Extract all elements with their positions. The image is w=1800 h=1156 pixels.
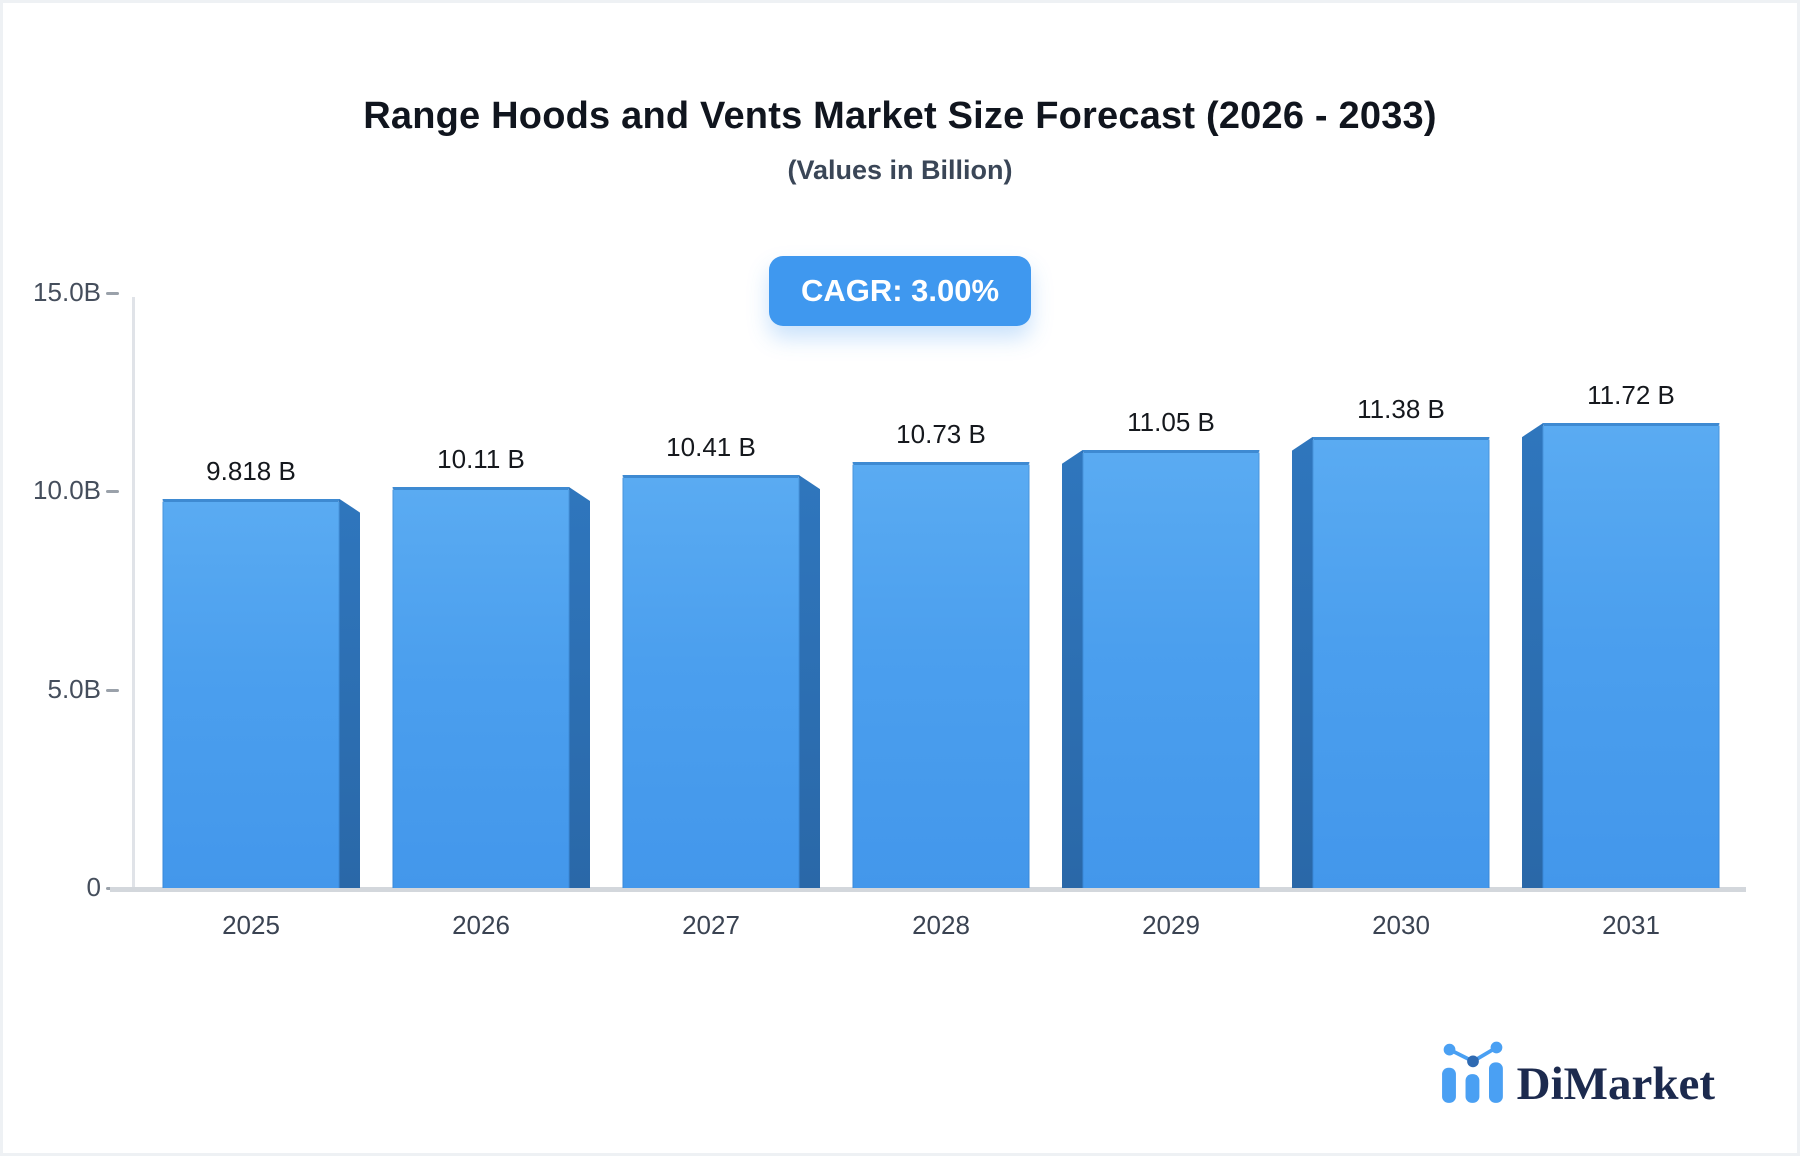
chart-card: Range Hoods and Vents Market Size Foreca… (3, 3, 1797, 1153)
chart-subtitle: (Values in Billion) (787, 155, 1013, 185)
y-axis-tick-label: 15.0B (33, 277, 101, 307)
bar-side-face (1292, 436, 1313, 888)
x-axis-label: 2030 (1372, 910, 1430, 940)
plot-area: 9.818 B 2025 10.11 B 2026 10.41 B 2027 1… (136, 293, 1746, 940)
x-axis-label: 2027 (682, 910, 740, 940)
y-axis-tick-label: 5.0B (47, 673, 102, 704)
x-axis-label: 2026 (452, 910, 510, 940)
bar-front-face (622, 475, 800, 888)
bar-chart-logo-icon (1441, 1041, 1505, 1108)
y-axis: 15.0B 10.0B 5.0B 0 (3, 277, 133, 902)
cagr-badge: CAGR: 3.00% (768, 256, 1032, 326)
bar-slot: 10.73 B 2028 (826, 293, 1056, 940)
x-axis-label: 2029 (1142, 910, 1200, 940)
x-axis-line (110, 887, 1746, 892)
bar-slot: 10.11 B 2026 (366, 293, 596, 940)
bar-chart: 15.0B 10.0B 5.0B 0 9.818 B 2025 10.11 B … (3, 277, 1797, 940)
y-axis-tick-label: 0 (86, 872, 101, 902)
y-axis-tick-mark (106, 688, 119, 692)
bar-value-label: 10.11 B (437, 443, 525, 474)
chart-title: Range Hoods and Vents Market Size Foreca… (363, 95, 1437, 137)
bar-front-face (1542, 423, 1720, 888)
bar-value-label: 11.05 B (1127, 406, 1215, 437)
bar-front-face (1312, 436, 1490, 888)
bar-side-face (1062, 449, 1083, 888)
bar-slot: 11.72 B 2031 (1516, 293, 1746, 940)
x-axis-label: 2025 (222, 910, 280, 940)
bar-value-label: 11.72 B (1587, 380, 1675, 411)
bar-side-face (569, 486, 590, 888)
bar-front-face (162, 498, 340, 888)
bar-value-label: 10.41 B (666, 432, 756, 463)
bar-value-label: 9.818 B (206, 455, 296, 486)
bar-side-face (339, 498, 360, 888)
cagr-badge-container: CAGR: 3.00% (3, 256, 1797, 326)
bar-side-face (799, 475, 820, 888)
brand-logo-text: DiMarket (1516, 1058, 1715, 1110)
brand-logo: DiMarket (1441, 1041, 1715, 1108)
bar-slot: 11.38 B 2030 (1286, 293, 1516, 940)
x-axis-label: 2031 (1602, 910, 1660, 940)
bar-slot: 9.818 B 2025 (136, 293, 366, 940)
y-axis-tick-mark (106, 292, 119, 295)
x-axis-label: 2028 (912, 910, 970, 940)
y-axis-tick-mark (106, 490, 119, 494)
y-axis-line (132, 297, 135, 888)
bar-front-face (1082, 449, 1260, 888)
bar-side-face (1522, 423, 1543, 888)
y-axis-tick-label: 10.0B (33, 475, 101, 506)
bar-value-label: 10.73 B (896, 419, 986, 450)
bar-slot: 11.05 B 2029 (1056, 293, 1286, 940)
bar-slot: 10.41 B 2027 (596, 293, 826, 940)
bar-front-face (852, 462, 1030, 888)
bar-front-face (392, 486, 570, 888)
bar-value-label: 11.38 B (1357, 393, 1445, 424)
